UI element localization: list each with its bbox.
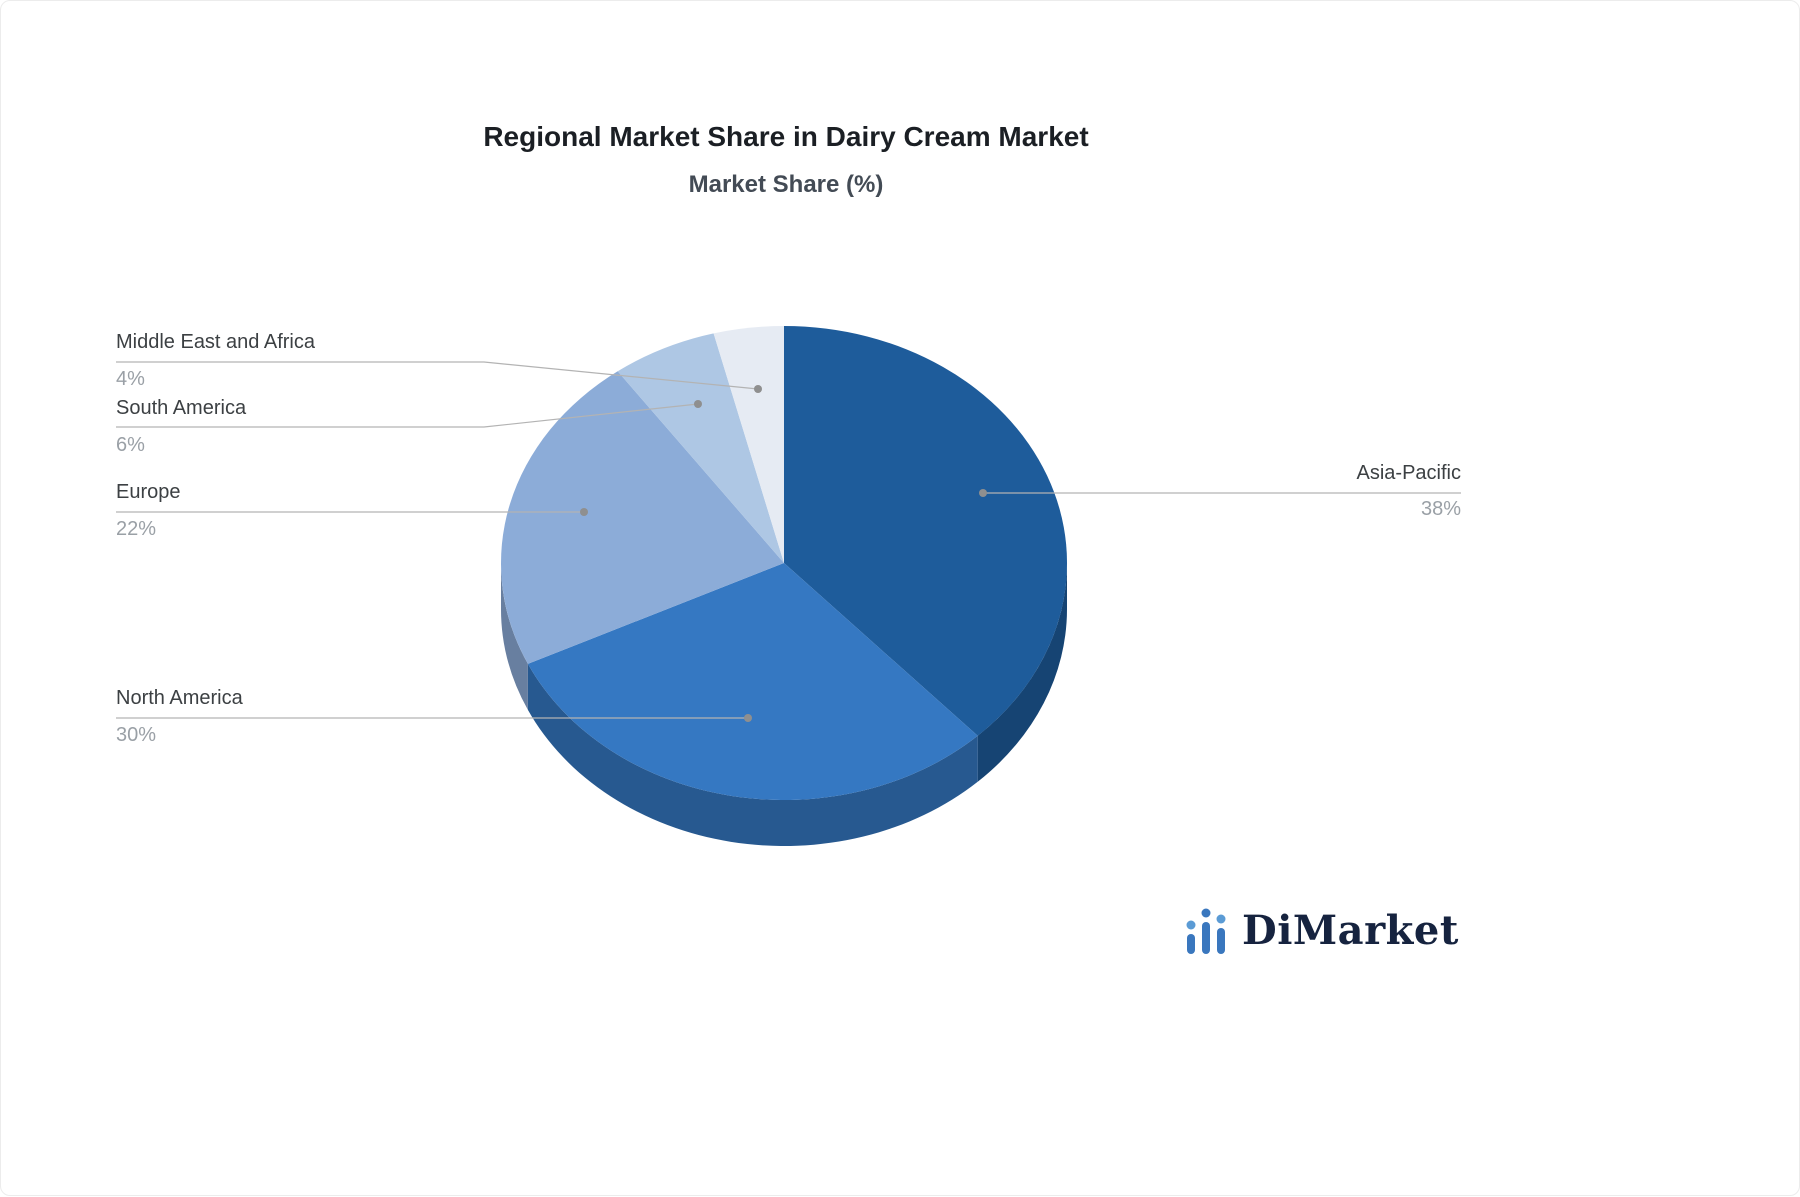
- slice-label-middle-east-africa: Middle East and Africa: [116, 331, 315, 353]
- slice-value-south-america: 6%: [116, 434, 145, 456]
- slice-label-asia-pacific: Asia-Pacific: [1356, 462, 1461, 484]
- leader-dot: [979, 489, 987, 497]
- slice-value-europe: 22%: [116, 518, 157, 540]
- leader-line: [116, 361, 759, 390]
- chart-subtitle: Market Share (%): [688, 171, 884, 198]
- leader-dot: [754, 385, 762, 393]
- pie-slice-side: [501, 563, 528, 710]
- pie-slice: [713, 325, 784, 563]
- pie-slice: [617, 333, 784, 563]
- slice-value-north-america: 30%: [116, 724, 157, 746]
- pie-slice-side: [977, 563, 1067, 782]
- leader-dot: [744, 714, 752, 722]
- chart-title: Regional Market Share in Dairy Cream Mar…: [483, 121, 1089, 152]
- slice-value-middle-east-africa: 4%: [116, 368, 145, 390]
- leader-dot: [694, 400, 702, 408]
- slice-value-asia-pacific: 38%: [1420, 498, 1461, 520]
- slice-label-north-america: North America: [116, 687, 243, 709]
- bar-chart-dots-icon: [1186, 908, 1226, 954]
- pie-slice: [527, 563, 978, 801]
- dimarket-logo: DiMarket: [1184, 904, 1459, 956]
- pie-slice: [784, 326, 1068, 736]
- slice-label-south-america: South America: [116, 397, 247, 419]
- leader-dot: [580, 508, 588, 516]
- slice-label-europe: Europe: [116, 481, 181, 503]
- pie-slice: [501, 371, 784, 664]
- logo-text: DiMarket: [1242, 906, 1459, 954]
- leader-line: [116, 403, 699, 428]
- pie-slice-side: [527, 663, 978, 847]
